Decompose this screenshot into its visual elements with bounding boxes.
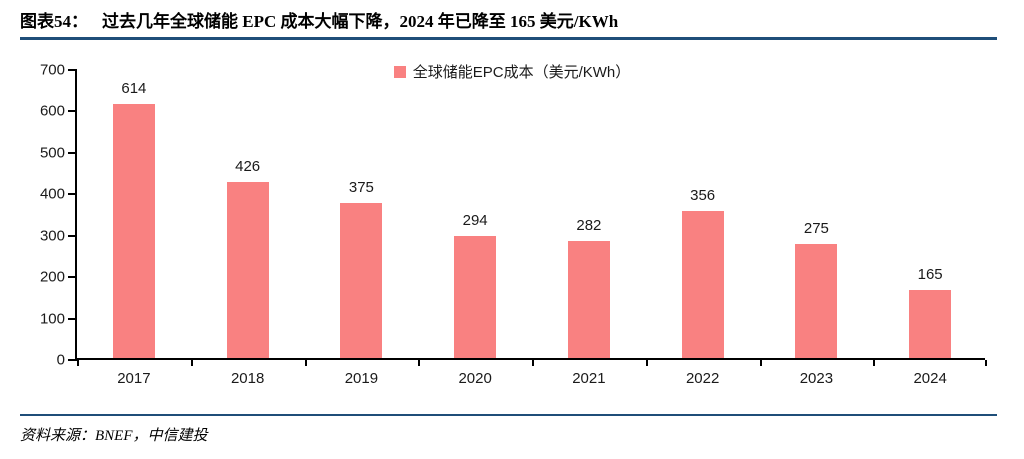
y-axis-tick bbox=[68, 359, 77, 361]
x-axis-tick bbox=[305, 360, 307, 366]
bar-value-label: 614 bbox=[121, 80, 147, 97]
legend-label: 全球储能EPC成本（美元/KWh） bbox=[412, 64, 631, 81]
y-axis-tick bbox=[68, 151, 77, 154]
bar-value-label: 426 bbox=[235, 158, 261, 175]
y-axis-tick bbox=[68, 234, 77, 237]
figure-number: 图表54： bbox=[20, 12, 88, 31]
x-axis-tick bbox=[418, 360, 420, 366]
x-axis-tick bbox=[77, 360, 79, 366]
bar bbox=[682, 211, 724, 358]
chart-legend: 全球储能EPC成本（美元/KWh） bbox=[0, 61, 1024, 82]
x-axis-tick bbox=[191, 360, 193, 366]
footer-divider bbox=[20, 414, 997, 416]
y-axis-tick bbox=[68, 317, 77, 320]
x-axis-label: 2021 bbox=[572, 370, 606, 387]
bar bbox=[113, 104, 155, 358]
y-axis-label: 700 bbox=[39, 61, 65, 79]
bar-value-label: 165 bbox=[917, 266, 943, 283]
x-axis-tick bbox=[760, 360, 762, 366]
bar bbox=[568, 241, 610, 358]
y-axis-tick bbox=[68, 193, 77, 196]
bar-value-label: 375 bbox=[348, 179, 374, 196]
y-axis-label: 500 bbox=[39, 144, 65, 162]
figure-header: 图表54： 过去几年全球储能 EPC 成本大幅下降，2024 年已降至 165 美… bbox=[20, 7, 997, 32]
bar-value-label: 282 bbox=[576, 217, 602, 234]
y-axis-tick bbox=[68, 110, 77, 113]
y-axis-label: 300 bbox=[39, 227, 65, 245]
legend-swatch bbox=[393, 65, 406, 78]
figure-title: 过去几年全球储能 EPC 成本大幅下降，2024 年已降至 165 美元/KWh bbox=[102, 12, 619, 31]
x-axis-tick bbox=[532, 360, 534, 366]
y-axis-label: 100 bbox=[39, 310, 65, 328]
bar bbox=[340, 203, 382, 358]
y-axis-tick bbox=[68, 69, 77, 71]
y-axis-tick bbox=[68, 276, 77, 279]
x-axis-label: 2024 bbox=[913, 370, 947, 387]
x-axis-tick bbox=[873, 360, 875, 366]
x-axis-label: 2017 bbox=[117, 370, 151, 387]
bar bbox=[795, 244, 837, 358]
y-axis-label: 400 bbox=[39, 185, 65, 203]
header-divider bbox=[20, 37, 997, 40]
plot-area: 0 100 200 300 400 500 600 700 614 2017 426 2018 375 2… bbox=[40, 62, 987, 387]
x-axis-tick bbox=[985, 360, 987, 366]
y-axis-label: 200 bbox=[39, 268, 65, 286]
x-axis-tick bbox=[646, 360, 648, 366]
bar bbox=[227, 182, 269, 358]
source-note: 资料来源：BNEF，中信建投 bbox=[20, 428, 208, 444]
bar-value-label: 356 bbox=[690, 187, 716, 204]
y-axis-label: 600 bbox=[39, 102, 65, 120]
y-axis-label: 0 bbox=[56, 351, 65, 369]
bar bbox=[454, 236, 496, 358]
bar-value-label: 275 bbox=[803, 220, 829, 237]
bar-value-label: 294 bbox=[462, 212, 488, 229]
x-axis-label: 2022 bbox=[685, 370, 720, 387]
bar bbox=[909, 290, 951, 358]
x-axis-label: 2019 bbox=[344, 370, 379, 387]
x-axis-label: 2020 bbox=[458, 370, 492, 387]
x-axis-label: 2023 bbox=[799, 370, 834, 387]
x-axis-label: 2018 bbox=[230, 370, 265, 387]
